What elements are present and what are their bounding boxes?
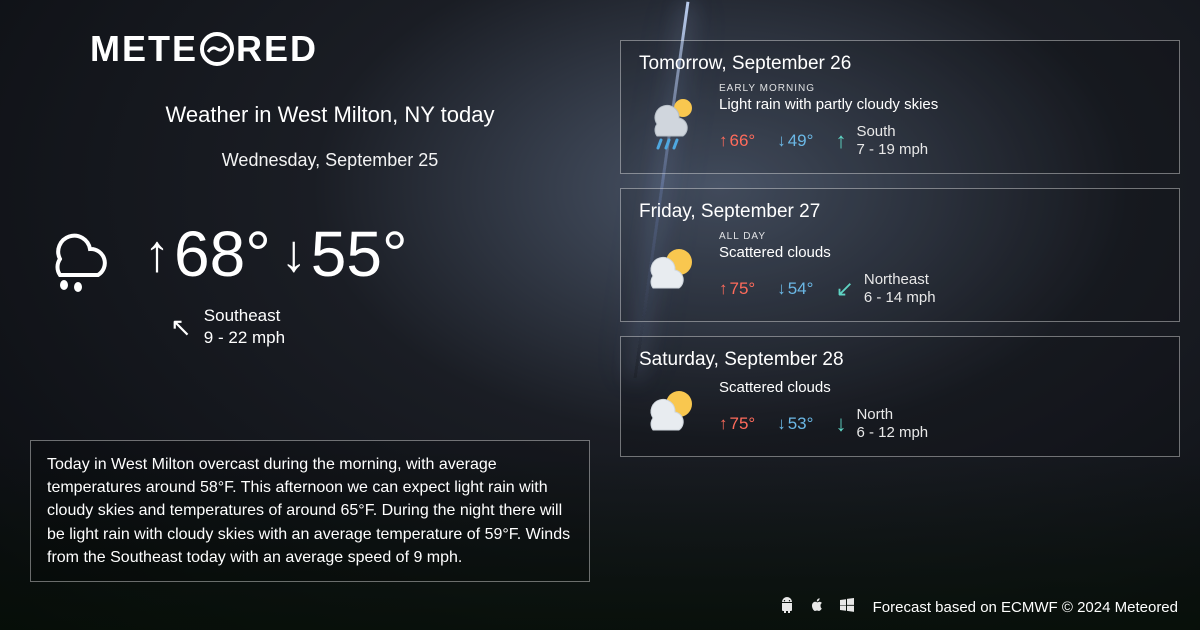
footer: Forecast based on ECMWF © 2024 Meteored xyxy=(779,597,1178,618)
android-icon xyxy=(779,597,795,618)
wind-direction-icon: ↓ xyxy=(835,411,846,437)
wind-speed-label: 6 - 14 mph xyxy=(864,289,936,307)
today-low: ↓ 55° xyxy=(281,217,408,291)
weather-icon xyxy=(639,238,701,300)
arrow-down-icon: ↓ xyxy=(281,224,307,284)
wind-speed-label: 6 - 12 mph xyxy=(856,424,928,442)
arrow-down-icon: ↓ xyxy=(777,279,786,299)
forecast-period: ALL DAY xyxy=(719,231,1161,242)
forecast-condition: Light rain with partly cloudy skies xyxy=(719,96,1161,113)
wind-direction-label: North xyxy=(856,406,928,424)
today-description: Today in West Milton overcast during the… xyxy=(30,440,590,582)
wind-direction-icon: ↑ xyxy=(835,128,846,154)
arrow-up-icon: ↑ xyxy=(144,224,170,284)
today-summary: ↑ 68° ↓ 55° xyxy=(30,209,570,299)
arrow-up-icon: ↑ xyxy=(719,279,728,299)
arrow-up-icon: ↑ xyxy=(719,131,728,151)
brand-name-pre: METE xyxy=(90,28,198,70)
forecast-condition: Scattered clouds xyxy=(719,244,1161,261)
forecast-low: ↓49° xyxy=(777,131,813,151)
brand-name-post: RED xyxy=(236,28,318,70)
weather-icon xyxy=(639,380,701,442)
arrow-down-icon: ↓ xyxy=(777,131,786,151)
forecast-low: ↓54° xyxy=(777,279,813,299)
forecast-date: Saturday, September 28 xyxy=(639,349,1161,371)
arrow-up-icon: ↑ xyxy=(719,414,728,434)
forecast-card: Saturday, September 28 Scattered clouds … xyxy=(620,336,1180,457)
today-high: ↑ 68° xyxy=(144,217,271,291)
forecast-low: ↓53° xyxy=(777,414,813,434)
forecast-list: Tomorrow, September 26 EARLY MORNING Lig… xyxy=(620,40,1180,471)
forecast-condition: Scattered clouds xyxy=(719,379,1161,396)
forecast-date: Tomorrow, September 26 xyxy=(639,53,1161,75)
forecast-high: ↑66° xyxy=(719,131,755,151)
wind-direction-icon: ↙ xyxy=(835,276,853,302)
wind-speed-label: 7 - 19 mph xyxy=(856,141,928,159)
wind-direction-icon: ↖ xyxy=(170,312,192,343)
windows-icon xyxy=(839,597,855,618)
forecast-date: Friday, September 27 xyxy=(639,201,1161,223)
arrow-down-icon: ↓ xyxy=(777,414,786,434)
platform-icons xyxy=(779,597,855,618)
wind-direction-label: South xyxy=(856,123,928,141)
wind-direction-label: Southeast xyxy=(204,305,285,327)
footer-text: Forecast based on ECMWF © 2024 Meteored xyxy=(873,599,1178,616)
forecast-high: ↑75° xyxy=(719,279,755,299)
wind-speed-label: 9 - 22 mph xyxy=(204,327,285,349)
brand-logo: METE RED xyxy=(90,28,570,70)
page-title: Weather in West Milton, NY today xyxy=(90,102,570,128)
brand-logo-icon xyxy=(200,32,234,66)
apple-icon xyxy=(809,597,825,618)
weather-icon xyxy=(639,90,701,152)
forecast-wind: ↓ North 6 - 12 mph xyxy=(835,406,928,442)
forecast-wind: ↑ South 7 - 19 mph xyxy=(835,123,928,159)
today-wind: ↖ Southeast 9 - 22 mph xyxy=(170,305,570,349)
forecast-wind: ↙ Northeast 6 - 14 mph xyxy=(835,271,935,307)
forecast-period: EARLY MORNING xyxy=(719,83,1161,94)
forecast-card: Friday, September 27 ALL DAY Scattered c… xyxy=(620,188,1180,322)
today-date: Wednesday, September 25 xyxy=(90,150,570,171)
wind-direction-label: Northeast xyxy=(864,271,936,289)
forecast-card: Tomorrow, September 26 EARLY MORNING Lig… xyxy=(620,40,1180,174)
rain-cloud-icon xyxy=(30,209,120,299)
forecast-high: ↑75° xyxy=(719,414,755,434)
